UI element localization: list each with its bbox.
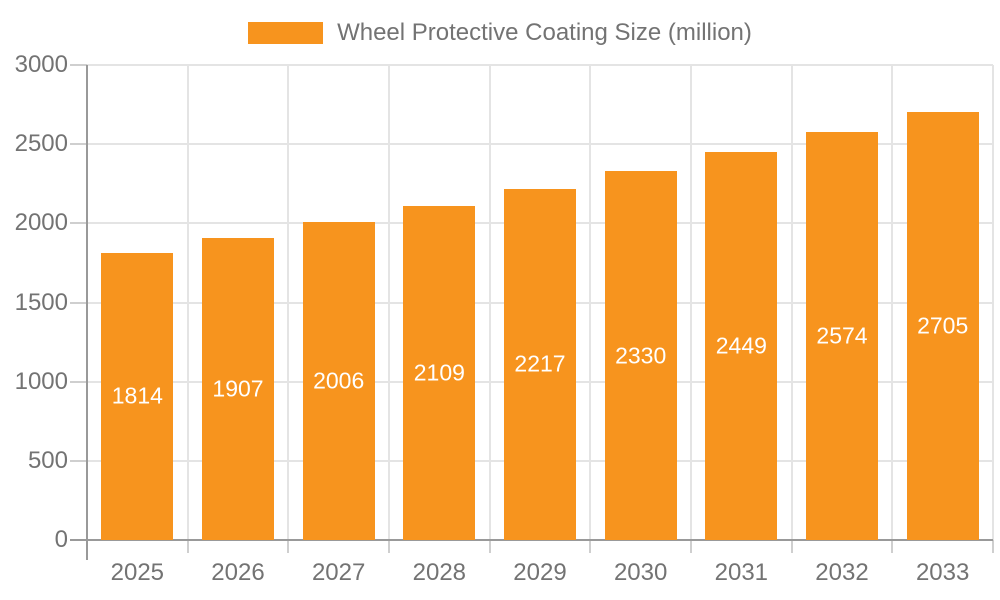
x-tick-label: 2033 bbox=[915, 559, 970, 586]
gridline-vertical bbox=[287, 65, 290, 540]
y-axis-tick bbox=[70, 459, 87, 462]
x-tick-label: 2032 bbox=[815, 559, 869, 586]
bar bbox=[906, 111, 979, 540]
gridline-vertical bbox=[488, 65, 491, 540]
y-tick-label: 2500 bbox=[14, 130, 68, 158]
bar bbox=[101, 252, 174, 540]
y-tick-label: 0 bbox=[54, 526, 68, 553]
x-axis-tick bbox=[690, 540, 692, 553]
gridline-vertical bbox=[388, 65, 390, 540]
legend-swatch bbox=[248, 22, 324, 44]
x-axis-tick bbox=[589, 540, 592, 553]
bar bbox=[302, 222, 375, 540]
bar bbox=[202, 238, 274, 540]
x-tick-label: 2027 bbox=[311, 559, 366, 586]
bar-value-label: 1814 bbox=[111, 382, 163, 409]
y-tick-label: 1000 bbox=[14, 367, 68, 395]
y-axis-tick bbox=[70, 64, 87, 66]
x-axis-tick bbox=[992, 540, 994, 553]
y-axis-line bbox=[86, 65, 88, 560]
bar-value-label: 2109 bbox=[413, 359, 465, 386]
x-axis-tick bbox=[287, 540, 290, 553]
x-tick-label: 2028 bbox=[412, 559, 467, 586]
bar bbox=[604, 171, 677, 540]
gridline-vertical bbox=[891, 65, 894, 540]
y-axis-tick bbox=[70, 301, 87, 304]
bar-value-label: 2574 bbox=[816, 322, 868, 349]
y-axis-tick bbox=[70, 222, 87, 225]
gridline-vertical bbox=[790, 65, 793, 540]
bar-value-label: 1907 bbox=[212, 375, 264, 402]
y-tick-label: 500 bbox=[27, 446, 68, 474]
bar-value-label: 2705 bbox=[917, 312, 969, 339]
gridline-vertical bbox=[690, 65, 692, 540]
bar bbox=[806, 132, 878, 540]
x-axis-tick bbox=[488, 540, 491, 553]
x-axis-line bbox=[70, 539, 993, 541]
x-axis-tick bbox=[891, 540, 894, 553]
bar bbox=[705, 152, 778, 540]
y-tick-label: 1500 bbox=[14, 288, 68, 316]
bar-value-label: 2449 bbox=[715, 332, 767, 359]
bar-value-label: 2006 bbox=[313, 367, 365, 394]
x-tick-label: 2025 bbox=[110, 559, 165, 586]
gridline-vertical bbox=[589, 65, 592, 540]
x-tick-label: 2030 bbox=[613, 559, 668, 586]
y-tick-label: 2000 bbox=[14, 209, 68, 237]
y-axis-tick bbox=[70, 143, 87, 146]
y-axis-tick bbox=[70, 380, 87, 383]
bar-value-label: 2217 bbox=[514, 350, 566, 377]
bar bbox=[504, 188, 576, 540]
bar bbox=[403, 206, 476, 540]
legend-label: Wheel Protective Coating Size (million) bbox=[337, 19, 752, 46]
y-tick-label: 3000 bbox=[14, 51, 68, 78]
gridline-horizontal bbox=[87, 143, 993, 146]
x-tick-label: 2031 bbox=[714, 559, 769, 586]
x-tick-label: 2029 bbox=[513, 559, 567, 586]
gridline-vertical bbox=[992, 65, 994, 540]
x-axis-tick bbox=[186, 540, 189, 553]
plot-area: 0 500 1000 1500 2000 2500 3000 1814 2025 1907 2026… bbox=[15, 51, 994, 586]
x-tick-label: 2026 bbox=[211, 559, 265, 586]
gridline-horizontal bbox=[87, 64, 993, 66]
bar-value-label: 2330 bbox=[615, 342, 667, 369]
legend-item[interactable]: Wheel Protective Coating Size (million) bbox=[0, 21, 1000, 45]
x-axis-tick bbox=[790, 540, 793, 553]
x-axis-tick bbox=[388, 540, 390, 553]
gridline-vertical bbox=[186, 65, 189, 540]
